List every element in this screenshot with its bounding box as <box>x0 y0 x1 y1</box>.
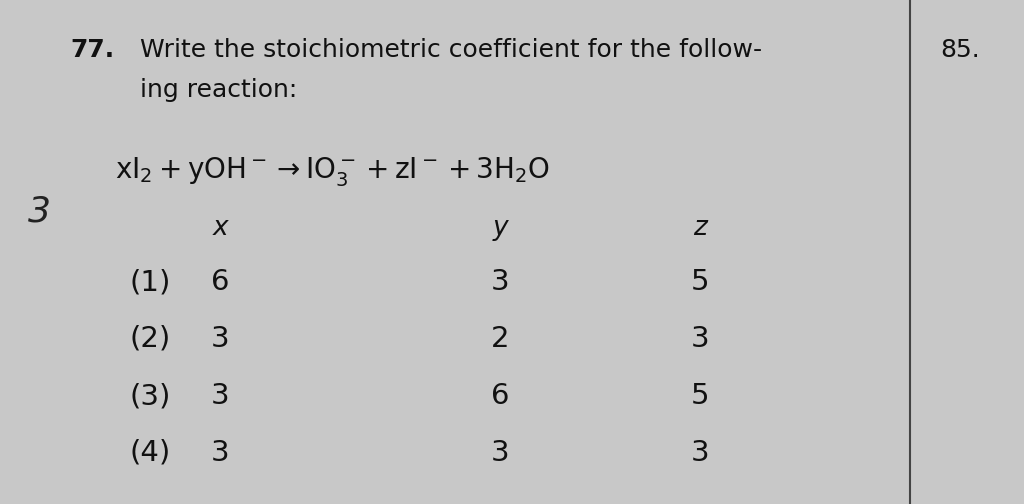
Text: y: y <box>493 215 508 241</box>
Text: 3: 3 <box>28 195 51 229</box>
Text: $\mathrm{xI_2 + yOH^- \rightarrow IO_3^- + zI^- + 3H_2O}$: $\mathrm{xI_2 + yOH^- \rightarrow IO_3^-… <box>115 155 550 188</box>
Text: Write the stoichiometric coefficient for the follow-: Write the stoichiometric coefficient for… <box>140 38 762 62</box>
Text: ing reaction:: ing reaction: <box>140 78 297 102</box>
Text: (3): (3) <box>130 382 171 410</box>
Text: 3: 3 <box>490 439 509 467</box>
Text: 85.: 85. <box>940 38 980 62</box>
Text: x: x <box>212 215 227 241</box>
Text: 3: 3 <box>211 325 229 353</box>
Text: 3: 3 <box>211 439 229 467</box>
Text: (1): (1) <box>130 268 171 296</box>
Text: 3: 3 <box>490 268 509 296</box>
Text: (4): (4) <box>130 439 171 467</box>
Text: 3: 3 <box>211 382 229 410</box>
Text: z: z <box>693 215 707 241</box>
Text: 77.: 77. <box>70 38 114 62</box>
Text: 3: 3 <box>690 325 710 353</box>
Text: 5: 5 <box>691 382 710 410</box>
Text: (2): (2) <box>130 325 171 353</box>
Text: 3: 3 <box>690 439 710 467</box>
Text: 6: 6 <box>490 382 509 410</box>
Text: 6: 6 <box>211 268 229 296</box>
Text: 2: 2 <box>490 325 509 353</box>
Text: 5: 5 <box>691 268 710 296</box>
